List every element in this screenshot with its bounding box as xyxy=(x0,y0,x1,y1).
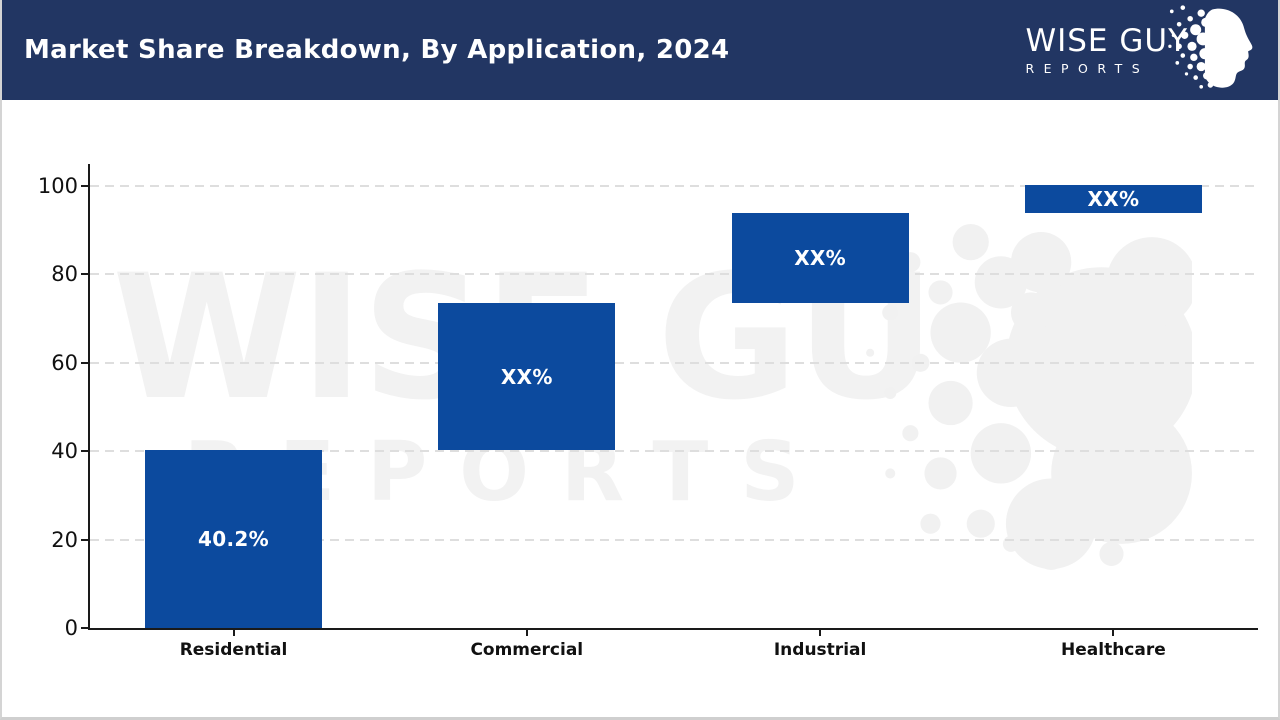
x-tick-mark xyxy=(232,630,235,636)
bar: XX% xyxy=(1024,185,1202,213)
y-tick-mark xyxy=(81,185,88,187)
header: Market Share Breakdown, By Application, … xyxy=(2,0,1278,100)
brand-name: WISE GUY xyxy=(1025,23,1188,59)
x-tick-mark xyxy=(819,630,822,636)
gridline xyxy=(90,361,1256,364)
bar: XX% xyxy=(731,212,909,304)
y-tick-mark xyxy=(81,361,88,364)
wiseguy-head-icon xyxy=(1168,5,1253,89)
x-axis-line xyxy=(88,628,1258,630)
y-tick-mark xyxy=(81,450,88,453)
x-axis-category-label: Healthcare xyxy=(1061,640,1166,660)
bar-value-label: XX% xyxy=(794,245,846,270)
bar: XX% xyxy=(438,303,616,451)
page-title: Market Share Breakdown, By Application, … xyxy=(24,35,730,65)
y-tick-mark xyxy=(81,273,88,276)
x-tick-mark xyxy=(1112,630,1115,636)
y-tick-label: 40 xyxy=(51,439,78,464)
y-tick-label: 80 xyxy=(51,262,78,287)
x-axis-category-label: Industrial xyxy=(773,640,867,660)
chart-area: WISE GU REPORTS xyxy=(2,100,1278,717)
gridline xyxy=(90,538,1256,541)
y-tick-label: 20 xyxy=(51,527,78,552)
brand-logo: WISE GUY REPORTS xyxy=(1025,5,1266,94)
brand-logo-text: WISE GUY REPORTS xyxy=(1025,24,1188,76)
x-tick-mark xyxy=(525,630,528,636)
y-tick-label: 0 xyxy=(64,616,78,640)
y-tick-label: 100 xyxy=(37,174,78,198)
gridline xyxy=(90,185,1256,187)
brand-subtitle: REPORTS xyxy=(1025,61,1150,76)
x-axis-category-label: Residential xyxy=(179,640,288,660)
plot: 0 20 40 60 80 100 40.2% Residential XX% Commercia… xyxy=(2,100,1278,717)
y-axis-line xyxy=(88,164,90,630)
x-axis-category-label: Commercial xyxy=(470,640,584,660)
bar-value-label: 40.2% xyxy=(198,527,269,552)
bar-value-label: XX% xyxy=(500,364,553,389)
gridline xyxy=(90,450,1256,453)
bar-value-label: XX% xyxy=(1087,186,1140,211)
y-tick-mark xyxy=(81,627,88,629)
bar: 40.2% xyxy=(145,450,322,628)
gridline xyxy=(90,273,1256,276)
y-tick-label: 60 xyxy=(51,350,78,375)
y-tick-mark xyxy=(81,538,88,541)
